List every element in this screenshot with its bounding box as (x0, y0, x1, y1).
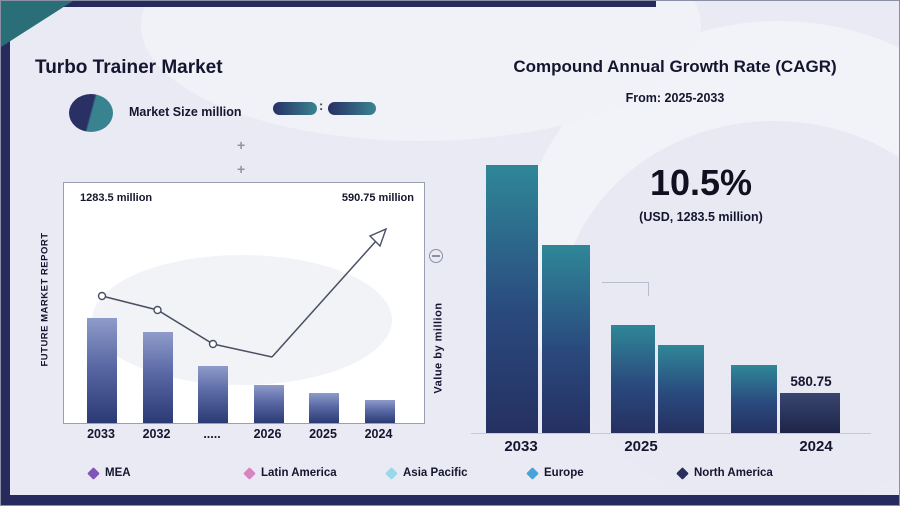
cagr-bar (658, 345, 704, 433)
cagr-title: Compound Annual Growth Rate (CAGR) (513, 57, 837, 76)
circle-minus-icon (429, 249, 443, 263)
cagr-basis: (USD, 1283.5 million) (639, 210, 763, 224)
chart-annotation-right: 590.75 million (341, 192, 414, 204)
plus-icon: + (237, 161, 246, 177)
region-diamond-icon (87, 466, 100, 480)
region-legend-item: Asia Pacific (385, 466, 468, 480)
market-size-bar (87, 318, 117, 423)
cagr-bar (542, 245, 590, 433)
x-axis-label: 2026 (253, 427, 282, 441)
top-accent-bar (1, 1, 656, 7)
cagr-bar (486, 165, 538, 433)
region-legend-item: Latin America (243, 466, 337, 480)
gradient-pill-icon (273, 102, 317, 115)
region-legend-item: Europe (526, 466, 584, 480)
cagr-bar (731, 365, 777, 433)
market-size-bars (64, 183, 424, 423)
x-axis-label: ..... (203, 427, 221, 441)
market-size-sphere-icon (69, 94, 113, 132)
step-line-decoration (602, 282, 649, 296)
market-size-bar (309, 393, 339, 423)
pill-separator: : (319, 98, 324, 113)
region-legend-item: North America (676, 466, 773, 480)
gradient-pill-icon (328, 102, 376, 115)
market-size-x-axis: 2033 2032..... 2026 2025 2024 (1, 427, 899, 443)
x-axis-label: 2024 (364, 427, 393, 441)
market-size-legend-label: Market Size million (129, 105, 242, 119)
region-legend: MEA Latin America Asia Pacific Europe North … (1, 466, 899, 487)
market-size-bar (198, 366, 228, 423)
page-title: Turbo Trainer Market (35, 57, 223, 78)
cagr-bars (471, 161, 871, 434)
cagr-bar (611, 325, 655, 433)
region-legend-item: MEA (87, 466, 131, 480)
region-legend-label: MEA (105, 467, 131, 479)
region-diamond-icon (676, 466, 689, 480)
cagr-bar (780, 393, 840, 433)
x-axis-label: 2032 (142, 427, 171, 441)
cagr-annotation-580: 580.75 (790, 374, 832, 389)
region-legend-label: Asia Pacific (403, 467, 468, 479)
region-legend-label: North America (694, 467, 773, 479)
x-axis-label: 2033 (87, 427, 115, 441)
region-diamond-icon (526, 466, 539, 480)
region-diamond-icon (385, 466, 398, 480)
chart-annotation-left: 1283.5 million (80, 192, 153, 204)
market-size-bar (142, 332, 173, 423)
region-legend-label: Europe (544, 467, 584, 479)
x-axis-label: 2024 (799, 438, 833, 455)
corner-triangle-decoration (1, 1, 73, 47)
market-size-bar (364, 400, 395, 423)
x-axis-label: 2025 (624, 438, 658, 455)
background-blob (559, 121, 899, 505)
plus-icon: + (237, 137, 246, 153)
cagr-subtitle: From: 2025-2033 (625, 91, 725, 105)
left-accent-bar (1, 1, 10, 505)
x-axis-label: 2025 (309, 427, 337, 441)
value-by-million-label: Value by million (432, 302, 445, 394)
cagr-value: 10.5% (649, 162, 753, 203)
x-axis-label: 2033 (504, 438, 538, 455)
future-market-report-label: FUTURE MARKET REPORT (39, 232, 51, 367)
region-legend-label: Latin America (261, 467, 337, 479)
bottom-accent-bar (1, 495, 899, 505)
market-size-bar (253, 385, 284, 423)
market-size-chart: 1283.5 million 590.75 million (63, 182, 425, 424)
region-diamond-icon (243, 466, 256, 480)
